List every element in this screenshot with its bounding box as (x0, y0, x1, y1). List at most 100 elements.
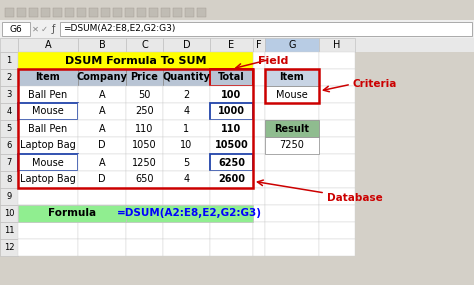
Bar (78, 171, 126, 188)
Bar (126, 120, 163, 137)
Text: 10: 10 (4, 209, 14, 218)
Bar (18, 86, 78, 103)
Text: 11: 11 (4, 226, 14, 235)
Text: A: A (99, 123, 105, 133)
Text: 100: 100 (221, 89, 242, 99)
Text: 2: 2 (6, 73, 12, 82)
Bar (163, 52, 210, 69)
Bar (253, 52, 265, 69)
Bar (78, 69, 126, 86)
Bar (210, 69, 253, 86)
Bar (126, 222, 163, 239)
Bar (163, 86, 210, 103)
Text: 1050: 1050 (132, 141, 157, 150)
Bar (78, 103, 126, 120)
Bar (210, 154, 253, 171)
Bar (210, 188, 253, 205)
Bar (126, 69, 163, 86)
Bar (253, 69, 265, 86)
Text: E: E (228, 40, 235, 50)
Bar (18, 137, 78, 154)
Bar (18, 52, 78, 69)
Text: 1000: 1000 (218, 107, 245, 117)
Bar (65, 8, 74, 17)
Bar (253, 205, 265, 222)
Bar (0, 20, 474, 38)
Text: 7250: 7250 (280, 141, 304, 150)
Text: Criteria: Criteria (353, 79, 397, 89)
Bar (210, 120, 253, 137)
Bar (0, 171, 18, 188)
Text: Ball Pen: Ball Pen (28, 123, 68, 133)
Bar (210, 154, 253, 171)
Bar (126, 86, 163, 103)
Text: 110: 110 (221, 123, 242, 133)
Bar (0, 0, 474, 20)
Bar (126, 171, 163, 188)
Bar (126, 154, 163, 171)
Bar (265, 154, 319, 171)
Bar (18, 154, 78, 171)
Bar (163, 154, 210, 171)
Bar (78, 137, 126, 154)
Bar (18, 137, 78, 154)
Bar (319, 239, 355, 256)
Bar (78, 103, 126, 120)
Bar (265, 103, 319, 120)
Bar (78, 239, 126, 256)
Bar (163, 188, 210, 205)
Bar (0, 222, 18, 239)
Bar (210, 103, 253, 120)
Bar (319, 120, 355, 137)
Text: 6: 6 (6, 141, 12, 150)
Bar (265, 188, 319, 205)
Bar (210, 86, 253, 103)
Text: =DSUM(A2:E8,E2,G2:G3): =DSUM(A2:E8,E2,G2:G3) (117, 209, 262, 219)
Bar (113, 8, 122, 17)
Bar (197, 8, 206, 17)
Bar (126, 188, 163, 205)
Text: D: D (98, 141, 106, 150)
Bar (163, 38, 210, 52)
Bar (265, 239, 319, 256)
Text: D: D (98, 174, 106, 184)
Text: Item: Item (280, 72, 304, 82)
Bar (18, 222, 78, 239)
Bar (78, 137, 126, 154)
Bar (126, 239, 163, 256)
Text: 250: 250 (135, 107, 154, 117)
Bar (319, 205, 355, 222)
Text: Laptop Bag: Laptop Bag (20, 174, 76, 184)
Bar (253, 171, 265, 188)
Bar (0, 38, 474, 52)
Text: D: D (182, 40, 191, 50)
Bar (163, 103, 210, 120)
Bar (265, 69, 319, 103)
Bar (265, 120, 319, 137)
Bar (265, 171, 319, 188)
Text: 3: 3 (6, 90, 12, 99)
Text: DSUM Formula To SUM: DSUM Formula To SUM (65, 56, 206, 66)
Text: ✕: ✕ (31, 25, 38, 34)
Text: Mouse: Mouse (32, 158, 64, 168)
Bar (265, 120, 319, 137)
Bar (78, 188, 126, 205)
Bar (0, 205, 18, 222)
Bar (53, 8, 62, 17)
Bar (17, 8, 26, 17)
Bar (265, 86, 319, 103)
Bar (253, 38, 265, 52)
Bar (163, 154, 210, 171)
Bar (319, 103, 355, 120)
Text: Item: Item (36, 72, 60, 82)
Bar (210, 222, 253, 239)
Bar (163, 205, 210, 222)
Bar (5, 8, 14, 17)
Bar (253, 222, 265, 239)
Bar (126, 103, 163, 120)
Bar (18, 171, 78, 188)
Bar (78, 222, 126, 239)
Bar (18, 86, 78, 103)
Bar (253, 103, 265, 120)
Bar (0, 69, 18, 86)
